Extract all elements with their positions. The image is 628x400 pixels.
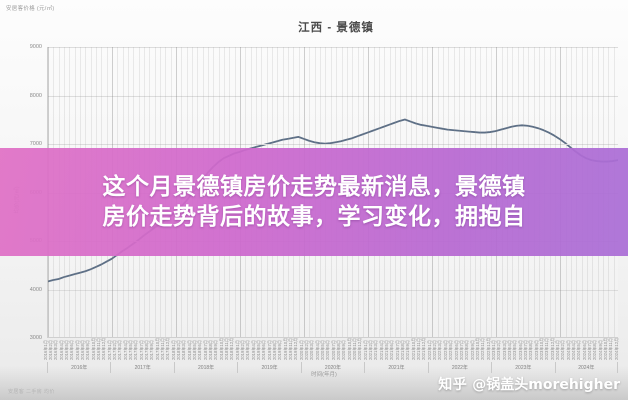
headline-overlay-band — [0, 148, 628, 256]
headline-overlay-text: 这个月景德镇房价走势最新消息，景德镇 房价走势背后的故事，学习变化，拥抱自 — [0, 150, 628, 254]
chart-title-text: 江西 - 景德镇 — [298, 22, 374, 34]
x-axis-tick-label: 2024年12月 — [613, 337, 619, 360]
y-axis-tick-label: 7000 — [29, 141, 42, 147]
gridline-horizontal — [48, 47, 618, 48]
watermark: 知乎 @锅盖头morehigher — [438, 374, 620, 394]
y-axis-tick-label: 3000 — [29, 335, 42, 341]
x-axis-month-ticks: 2016年1月 2016年2月 2016年3月 2016年4月 2016年5月 2016年… — [43, 337, 619, 360]
zhihu-logo-text: 知乎 — [438, 377, 468, 393]
y-axis-tick-label: 4000 — [29, 286, 42, 293]
headline-line-2: 房价走势背后的故事，学习变化，拥抱自 — [102, 204, 526, 230]
watermark-handle: @锅盖头morehigher — [472, 377, 620, 393]
y-axis-tick-label: 8000 — [29, 92, 42, 99]
footer-legend: 安居客 二手房 均价 — [8, 389, 55, 395]
y-axis-tick-label: 9000 — [29, 44, 42, 50]
gridline-horizontal — [48, 95, 618, 97]
source-meta-label: 安居客价格 (元/㎡) — [6, 6, 55, 12]
headline-line-1: 这个月景德镇房价走势最新消息，景德镇 — [102, 173, 526, 200]
gridline-horizontal — [48, 144, 618, 145]
gridline-horizontal — [48, 289, 618, 291]
chart-title: 江西 - 景德镇 — [0, 19, 628, 35]
x-axis-title-text: 时间(年月) — [311, 372, 337, 378]
